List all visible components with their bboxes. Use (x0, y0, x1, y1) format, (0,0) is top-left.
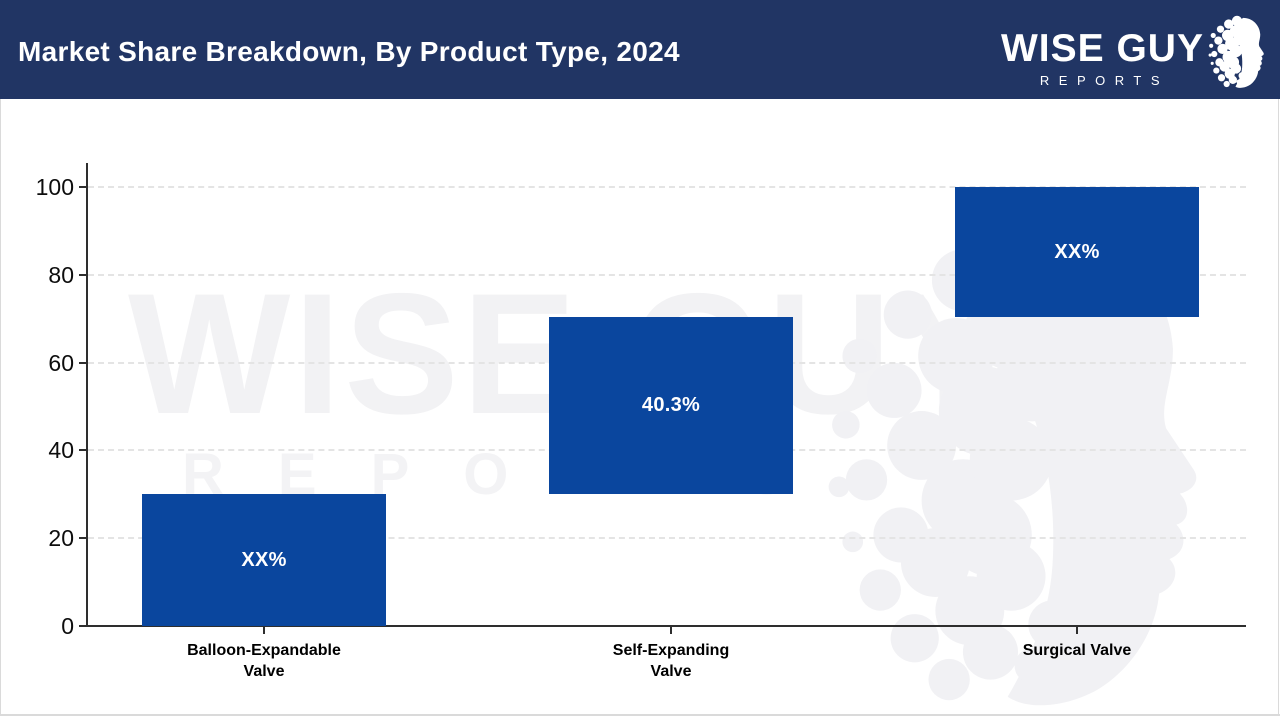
gridline (88, 537, 1246, 540)
y-axis-tick (79, 361, 88, 364)
x-axis-category-line: Balloon-Expandable (187, 642, 341, 659)
x-axis-category-line: Valve (650, 663, 692, 680)
frame-border-left (0, 99, 1, 715)
frame-border-bottom (0, 714, 1280, 716)
x-axis-line (86, 625, 1246, 627)
y-axis-tick (79, 537, 88, 540)
bar-segment: 40.3% (549, 317, 793, 495)
y-axis-label: 40 (48, 437, 74, 464)
y-axis-label: 100 (35, 174, 74, 200)
gridline (88, 186, 1246, 188)
page-title: Market Share Breakdown, By Product Type,… (18, 36, 680, 67)
y-axis-label: 0 (61, 613, 74, 639)
x-axis-tick (1076, 627, 1078, 634)
bar-value-label: XX% (241, 548, 287, 571)
x-axis-category-label: Surgical Valve (907, 640, 1247, 661)
wiseguy-face-icon (1208, 15, 1264, 88)
y-axis-tick (79, 625, 88, 627)
x-axis-tick (670, 627, 672, 634)
x-axis-category-line: Surgical Valve (1022, 642, 1132, 659)
wiseguy-logo-text: WISE GUY REPORTS (1001, 12, 1204, 88)
bar-value-label: XX% (1054, 240, 1100, 263)
bar-value-label: 40.3% (641, 394, 701, 417)
wiseguy-logo-sub: REPORTS (1039, 73, 1170, 88)
x-axis-category-line: Valve (243, 663, 285, 680)
y-axis-tick (79, 186, 88, 188)
y-axis-label: 60 (48, 349, 74, 376)
y-axis-label: 80 (48, 261, 74, 288)
gridline (88, 273, 1246, 276)
frame-border-right (1278, 99, 1279, 715)
bar-segment: XX% (142, 494, 386, 626)
y-axis-tick (79, 273, 88, 276)
header-bar: Market Share Breakdown, By Product Type,… (0, 0, 1280, 99)
x-axis-category-label: Self-Expanding Valve (501, 640, 841, 682)
bar-segment: XX% (955, 187, 1199, 318)
y-axis-label: 20 (48, 525, 74, 552)
y-axis-tick (79, 449, 88, 452)
x-axis-category-line: Self-Expanding (612, 642, 730, 659)
wiseguy-logo-main: WISE GUY (1000, 27, 1204, 70)
wiseguy-logo: WISE GUY REPORTS (1001, 6, 1268, 94)
y-axis-line (86, 163, 88, 627)
x-axis-category-label: Balloon-Expandable Valve (94, 640, 434, 682)
x-axis-tick (263, 627, 265, 634)
